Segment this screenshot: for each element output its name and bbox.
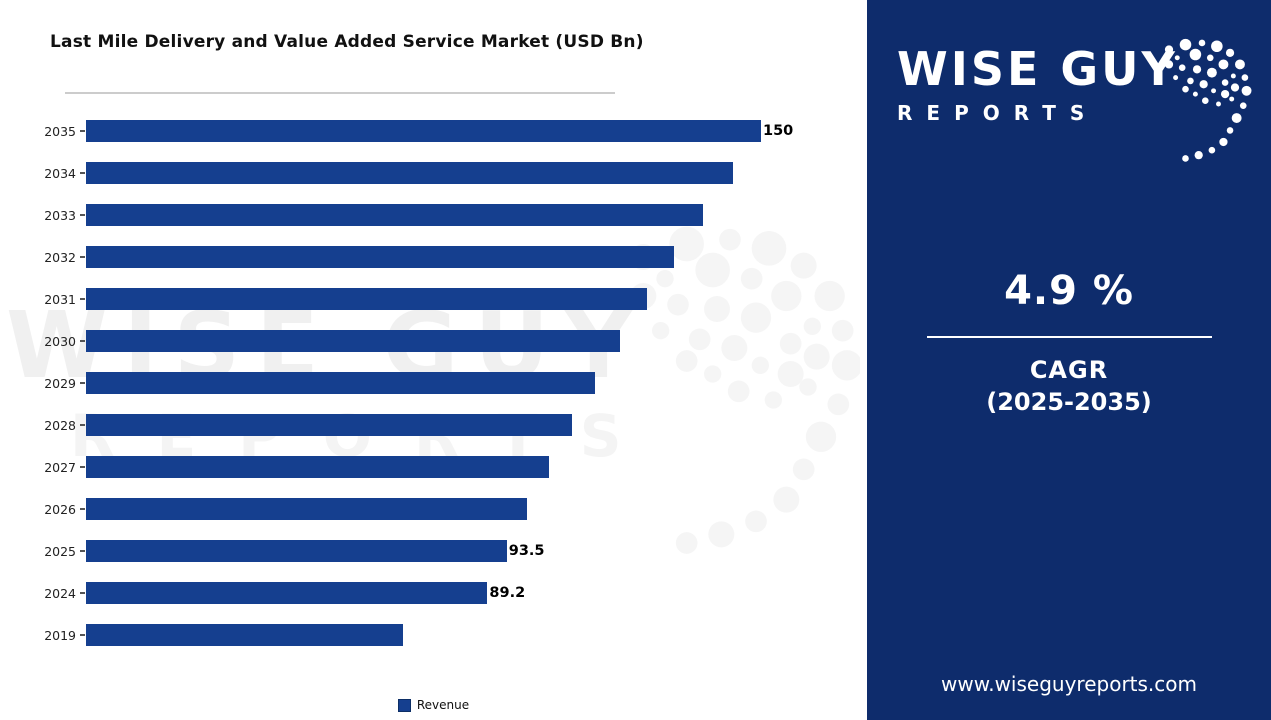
revenue-bar [86, 246, 675, 268]
website-link[interactable]: www.wiseguyreports.com [940, 672, 1197, 696]
y-tick-label: 2034 [44, 165, 76, 181]
logo-subtitle: REPORTS [897, 100, 1099, 125]
revenue-bar [86, 540, 507, 562]
y-tick-mark [80, 550, 85, 552]
chart-row: 2029 [28, 362, 793, 404]
y-tick-label: 2019 [44, 627, 76, 643]
y-tick-mark [80, 592, 85, 594]
y-tick-mark [80, 508, 85, 510]
cagr-value: 4.9 % [1004, 268, 1134, 314]
y-tick-mark [80, 298, 85, 300]
brand-panel: WISE GUY REPORTS 4.9 % CAGR (2025-2035) … [867, 0, 1271, 720]
y-tick-label: 2030 [44, 333, 76, 349]
chart-row: 2030 [28, 320, 793, 362]
chart-row: 2031 [28, 278, 793, 320]
revenue-bar [86, 288, 647, 310]
y-tick-label: 2028 [44, 417, 76, 433]
cagr-period: (2025-2035) [986, 388, 1152, 416]
revenue-bar [86, 330, 621, 352]
revenue-bar [86, 120, 761, 142]
chart-row: 2035 150 [28, 110, 793, 152]
legend-label: Revenue [416, 698, 470, 712]
revenue-bar [86, 162, 734, 184]
y-tick-mark [80, 340, 85, 342]
chart-row: 2034 [28, 152, 793, 194]
y-tick-mark [80, 382, 85, 384]
chart-row: 2033 [28, 194, 793, 236]
y-tick-label: 2029 [44, 375, 76, 391]
chart-row: 2032 [28, 236, 793, 278]
revenue-bar [86, 624, 403, 646]
revenue-bar [86, 498, 528, 520]
y-tick-mark [80, 214, 85, 216]
bar-value-label: 150 [763, 123, 794, 139]
y-tick-label: 2032 [44, 249, 76, 265]
y-tick-mark [80, 424, 85, 426]
y-tick-mark [80, 634, 85, 636]
title-divider [65, 92, 615, 94]
bar-value-label: 89.2 [489, 585, 526, 601]
logo-head-dots-icon [1164, 38, 1252, 162]
revenue-bar [86, 456, 550, 478]
y-tick-label: 2025 [44, 543, 76, 559]
chart-row: 2026 [28, 488, 793, 530]
y-tick-label: 2027 [44, 459, 76, 475]
chart-row: 2024 89.2 [28, 572, 793, 614]
chart-row: 2027 [28, 446, 793, 488]
chart-panel: Last Mile Delivery and Value Added Servi… [0, 32, 867, 712]
y-tick-label: 2031 [44, 291, 76, 307]
y-tick-mark [80, 172, 85, 174]
y-tick-mark [80, 466, 85, 468]
y-tick-label: 2033 [44, 207, 76, 223]
revenue-bar [86, 204, 703, 226]
chart-title: Last Mile Delivery and Value Added Servi… [50, 32, 644, 52]
cagr-label: CAGR [1029, 356, 1109, 384]
chart-row: 2025 93.5 [28, 530, 793, 572]
cagr-divider [926, 336, 1212, 338]
revenue-bar [86, 582, 488, 604]
y-tick-label: 2026 [44, 501, 76, 517]
chart-row: 2019 [28, 614, 793, 656]
chart-row: 2028 [28, 404, 793, 446]
chart-legend: Revenue [0, 698, 867, 712]
legend-swatch [397, 698, 411, 712]
y-tick-mark [80, 256, 85, 258]
bar-chart: 2035 150 2034 2033 2032 2031 2030 2029 2028 2027 2… [28, 110, 793, 656]
y-tick-mark [80, 130, 85, 132]
y-tick-label: 2024 [44, 585, 76, 601]
logo-wordmark: WISE GUY [897, 42, 1178, 96]
revenue-bar [86, 414, 572, 436]
bar-value-label: 93.5 [508, 543, 545, 559]
revenue-bar [86, 372, 596, 394]
y-tick-label: 2035 [44, 123, 76, 139]
wise-guy-reports-logo: WISE GUY REPORTS [897, 38, 1252, 176]
